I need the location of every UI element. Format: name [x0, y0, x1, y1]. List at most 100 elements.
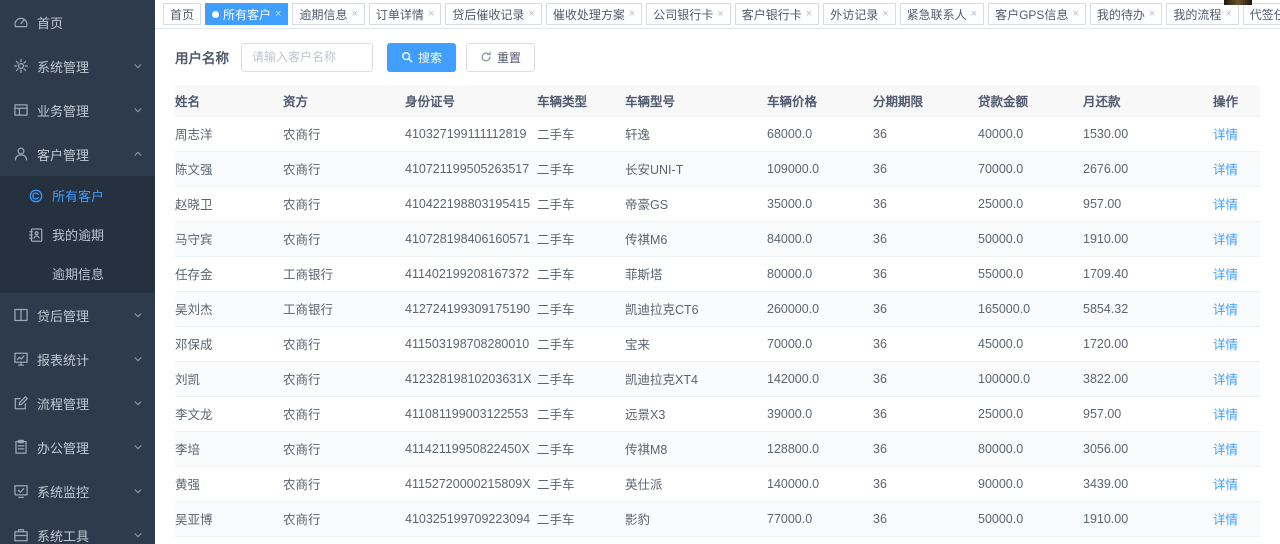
cell-3-8: 1910.00	[1083, 220, 1197, 256]
sidebar-item-3[interactable]: 客户管理	[0, 132, 155, 176]
cell-6-4: 宝来	[625, 325, 767, 361]
sidebar-subitem-3-0[interactable]: 所有客户	[0, 176, 155, 215]
chevron-down-icon	[134, 401, 142, 406]
cell-0-7: 40000.0	[978, 115, 1083, 151]
cell-4-6: 36	[873, 255, 978, 291]
sidebar-item-7[interactable]: 办公管理	[0, 425, 155, 469]
sidebar-subitem-3-2[interactable]: 逾期信息	[0, 254, 155, 293]
cell-8-0: 李文龙	[175, 395, 283, 431]
sidebar-item-4[interactable]: 贷后管理	[0, 293, 155, 337]
column-header-5: 车辆价格	[767, 85, 873, 116]
detail-link[interactable]: 详情	[1212, 128, 1238, 142]
close-icon[interactable]: ×	[970, 7, 978, 20]
sidebar-item-6[interactable]: 流程管理	[0, 381, 155, 425]
detail-link[interactable]: 详情	[1212, 163, 1238, 177]
cell-11-5: 77000.0	[767, 500, 873, 536]
cell-partial-4	[625, 535, 767, 544]
toolbox-icon	[14, 529, 28, 542]
sidebar-item-2[interactable]: 业务管理	[0, 88, 155, 132]
cell-0-5: 68000.0	[767, 115, 873, 151]
sidebar-subitem-label: 所有客户	[52, 189, 105, 204]
detail-link[interactable]: 详情	[1212, 268, 1238, 282]
cell-2-4: 帝豪GS	[625, 185, 767, 221]
tab-3[interactable]: 订单详情 ×	[368, 3, 442, 25]
close-icon[interactable]: ×	[528, 7, 535, 20]
cell-9-7: 80000.0	[978, 430, 1083, 466]
close-icon[interactable]: ×	[275, 7, 282, 20]
cell-action-11: 详情	[1197, 500, 1260, 536]
column-header-8: 月还款	[1083, 85, 1197, 116]
detail-link[interactable]: 详情	[1212, 233, 1238, 247]
sidebar-item-0[interactable]: 首页	[0, 0, 155, 44]
cell-action-10: 详情	[1197, 465, 1260, 501]
detail-link[interactable]: 详情	[1212, 303, 1238, 317]
cell-7-6: 36	[873, 360, 978, 396]
avatar-partial[interactable]	[1224, 0, 1252, 5]
cell-8-5: 39000.0	[767, 395, 873, 431]
cell-3-3: 二手车	[537, 220, 625, 256]
tab-12[interactable]: 我的流程 ×	[1166, 3, 1239, 25]
circle-c-icon	[29, 189, 43, 202]
close-icon[interactable]: ×	[717, 7, 724, 20]
cell-3-0: 马守宾	[175, 220, 283, 256]
table-row-8: 李文龙 农商行 411081199003122553 二手车 远景X3 39000.0 36…	[175, 395, 1260, 431]
column-header-6: 分期期限	[873, 85, 978, 116]
cell-8-8: 957.00	[1083, 395, 1197, 431]
close-icon[interactable]: ×	[427, 7, 435, 20]
table-row-7: 刘凯 农商行 41232819810203631X 二手车 凯迪拉克XT4 142000.…	[175, 360, 1260, 396]
monitor-check-icon	[14, 485, 28, 499]
tab-1[interactable]: 所有客户 ×	[205, 3, 289, 25]
close-icon[interactable]: ×	[628, 7, 636, 20]
cell-9-2: 41142119950822450X	[405, 430, 537, 466]
detail-link[interactable]: 详情	[1212, 478, 1238, 492]
tab-4[interactable]: 贷后催收记录 ×	[445, 3, 542, 25]
detail-link[interactable]: 详情	[1212, 338, 1238, 352]
detail-link[interactable]: 详情	[1212, 513, 1238, 527]
tab-0[interactable]: 首页	[163, 3, 202, 25]
close-icon[interactable]: ×	[1225, 7, 1232, 20]
tab-9[interactable]: 紧急联系人 ×	[899, 3, 985, 25]
cell-action-4: 详情	[1197, 255, 1260, 291]
cell-3-4: 传祺M6	[625, 220, 767, 256]
table-row-10: 黄强 农商行 41152720000215809X 二手车 英仕派 140000.0 36 9…	[175, 465, 1260, 501]
sidebar-item-1[interactable]: 系统管理	[0, 44, 155, 88]
cell-8-1: 农商行	[283, 395, 405, 431]
monitor-chart-icon	[14, 352, 28, 366]
close-icon[interactable]: ×	[882, 7, 889, 20]
column-header-7: 贷款金额	[978, 85, 1083, 116]
close-icon[interactable]: ×	[351, 7, 358, 20]
search-button[interactable]: 搜索	[387, 42, 457, 72]
tab-2[interactable]: 逾期信息 ×	[292, 3, 365, 25]
tab-11[interactable]: 我的待办 ×	[1089, 3, 1163, 25]
detail-link[interactable]: 详情	[1212, 408, 1238, 422]
close-icon[interactable]: ×	[1072, 7, 1079, 20]
table-row-5: 吴刘杰 工商银行 412724199309175190 二手车 凯迪拉克CT6 26000…	[175, 290, 1260, 326]
tab-6[interactable]: 公司银行卡 ×	[646, 3, 731, 25]
sidebar-item-5[interactable]: 报表统计	[0, 337, 155, 381]
customer-name-input[interactable]	[241, 42, 373, 72]
cell-7-4: 凯迪拉克XT4	[625, 360, 767, 396]
cell-2-8: 957.00	[1083, 185, 1197, 221]
detail-link[interactable]: 详情	[1212, 373, 1238, 387]
detail-link[interactable]: 详情	[1212, 443, 1238, 457]
chevron-down-icon	[134, 533, 142, 538]
table-row-11: 吴亚博 农商行 410325199709223094 二手车 影豹 77000.0 36 50…	[175, 500, 1260, 536]
close-icon[interactable]: ×	[805, 7, 813, 20]
tab-13[interactable]: 代签任务×	[1242, 3, 1280, 25]
tab-10[interactable]: 客户GPS信息 ×	[988, 3, 1086, 25]
tab-7[interactable]: 客户银行卡 ×	[734, 3, 820, 25]
tab-8[interactable]: 外访记录 ×	[823, 3, 896, 25]
cell-11-2: 410325199709223094	[405, 500, 537, 536]
cell-1-5: 109000.0	[767, 150, 873, 186]
cell-partial-2	[405, 535, 537, 544]
detail-link[interactable]: 详情	[1212, 198, 1238, 212]
tab-label: 客户银行卡	[741, 7, 802, 22]
reset-button[interactable]: 重置	[466, 42, 536, 72]
close-icon[interactable]: ×	[1148, 7, 1156, 20]
sidebar-item-8[interactable]: 系统监控	[0, 469, 155, 513]
sidebar-subitem-3-1[interactable]: 我的逾期	[0, 215, 155, 254]
cell-9-3: 二手车	[537, 430, 625, 466]
tab-5[interactable]: 催收处理方案 ×	[545, 3, 643, 25]
sidebar-item-9[interactable]: 系统工具	[0, 513, 155, 544]
cell-0-0: 周志洋	[175, 115, 283, 151]
